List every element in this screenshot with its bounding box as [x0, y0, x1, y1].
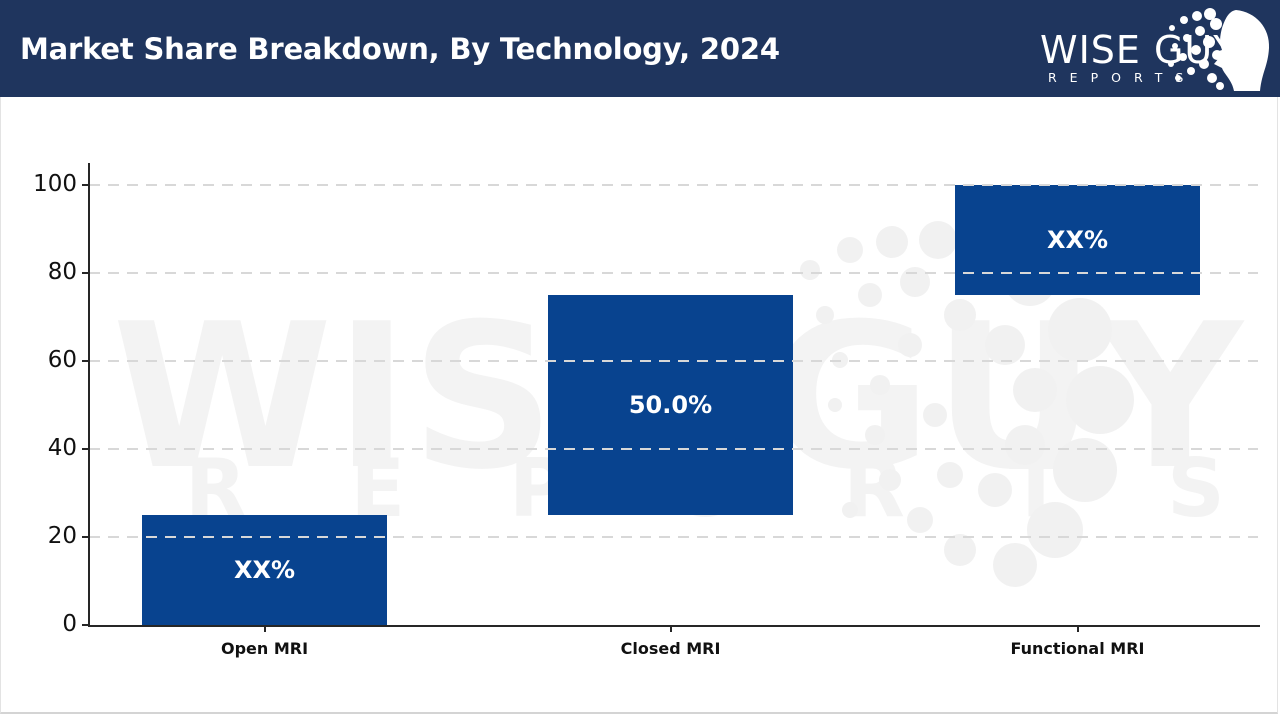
- bar-segment: 50.0%: [548, 295, 793, 515]
- bar-segment: XX%: [955, 185, 1200, 295]
- y-tick-mark: [82, 184, 89, 186]
- x-tick-mark: [669, 625, 672, 632]
- brand-logo: WISE GUY REPORTS: [998, 6, 1270, 92]
- header-bar: Market Share Breakdown, By Technology, 2…: [0, 0, 1280, 97]
- gridline: [89, 184, 1258, 186]
- face-profile-icon: [1168, 8, 1270, 91]
- x-category-label: Closed MRI: [620, 639, 721, 658]
- bar-segment: XX%: [142, 515, 387, 625]
- y-tick-label: 60: [47, 347, 77, 373]
- gridline: [89, 360, 1258, 362]
- x-category-label: Open MRI: [220, 639, 309, 658]
- bar-value-label: XX%: [233, 556, 296, 584]
- y-axis-line: [88, 163, 90, 627]
- bar-value-label: 50.0%: [628, 391, 713, 419]
- y-tick-mark: [82, 624, 89, 626]
- y-tick-label: 0: [62, 611, 77, 637]
- x-tick-mark: [263, 625, 266, 632]
- gridline: [89, 272, 1258, 274]
- logo-subtitle: REPORTS: [1048, 70, 1197, 85]
- y-tick-mark: [82, 536, 89, 538]
- y-tick-label: 40: [47, 435, 77, 461]
- page-title: Market Share Breakdown, By Technology, 2…: [20, 31, 780, 66]
- y-tick-label: 80: [47, 259, 77, 285]
- y-tick-label: 100: [33, 171, 77, 197]
- y-tick-mark: [82, 360, 89, 362]
- y-tick-label: 20: [47, 523, 77, 549]
- bar-value-label: XX%: [1046, 226, 1109, 254]
- x-category-label: Functional MRI: [1010, 639, 1145, 658]
- y-tick-mark: [82, 272, 89, 274]
- x-axis-line: [88, 625, 1260, 627]
- gridline: [89, 536, 1258, 538]
- y-tick-mark: [82, 448, 89, 450]
- gridline: [89, 448, 1258, 450]
- x-tick-mark: [1076, 625, 1079, 632]
